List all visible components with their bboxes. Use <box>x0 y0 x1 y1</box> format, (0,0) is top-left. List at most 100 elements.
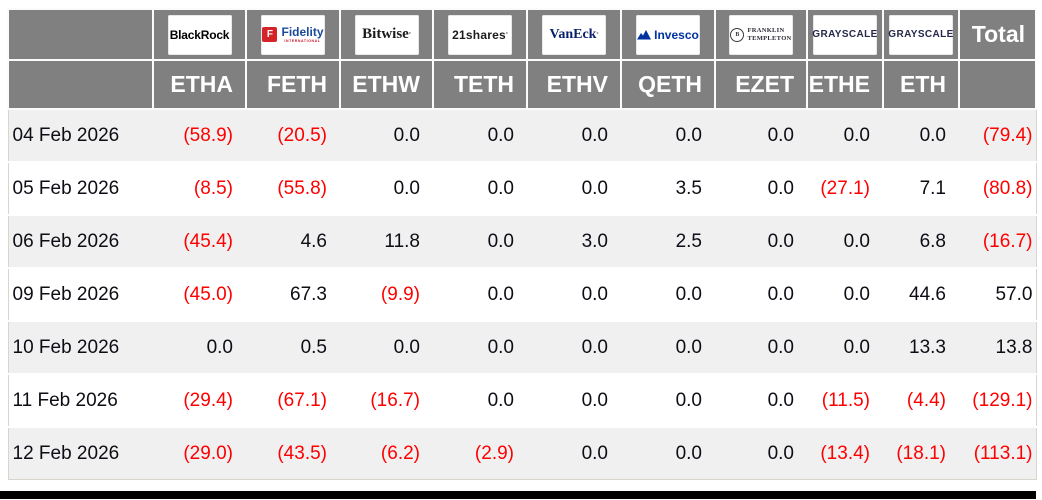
blackrock-logo: BlackRock <box>167 14 232 55</box>
vaneck-logo: VanEck ° <box>542 14 606 55</box>
ticker-qeth: QETH <box>620 59 716 110</box>
fidelity-logo-text: Fidelity <box>281 25 324 39</box>
21shares-logo: 21shares ° <box>448 14 512 55</box>
value-cell: (45.4) <box>153 214 246 268</box>
provider-fidelity: F Fidelity INTERNATIONAL <box>245 8 341 61</box>
value-cell: 6.8 <box>883 214 959 268</box>
value-cell: 0.0 <box>807 320 883 374</box>
ticker-ethe: ETHE <box>806 59 884 110</box>
ticker-teth: TETH <box>432 59 528 110</box>
value-cell: 0.0 <box>715 320 807 374</box>
value-cell: 0.0 <box>527 320 621 374</box>
value-cell: (43.5) <box>246 426 340 480</box>
value-cell: 0.0 <box>153 320 246 374</box>
value-cell: 0.0 <box>527 267 621 321</box>
franklin-logo-line2: TEMPLETON <box>747 34 792 42</box>
value-cell: 0.0 <box>340 161 433 215</box>
value-cell: 0.0 <box>527 426 621 480</box>
table-row: 09 Feb 2026 (45.0) 67.3 (9.9) 0.0 0.0 0.0 0.0 0.… <box>8 267 1036 321</box>
ticker-ezet: EZET <box>714 59 808 110</box>
ticker-ethv: ETHV <box>526 59 622 110</box>
invesco-logo-text: Invesco <box>654 27 699 42</box>
fidelity-logo: F Fidelity INTERNATIONAL <box>261 14 325 55</box>
value-cell: 0.0 <box>715 267 807 321</box>
value-cell: (55.8) <box>246 161 340 215</box>
total-cell: (113.1) <box>959 426 1036 480</box>
value-cell: 2.5 <box>621 214 715 268</box>
value-cell: 0.0 <box>433 320 527 374</box>
total-cell: (80.8) <box>959 161 1036 215</box>
value-cell: 0.0 <box>807 267 883 321</box>
corner-cell <box>7 8 154 61</box>
date-cell: 11 Feb 2026 <box>8 373 153 427</box>
bottom-black-bar <box>0 491 1036 499</box>
value-cell: (27.1) <box>807 161 883 215</box>
value-cell: 4.6 <box>246 214 340 268</box>
value-cell: (18.1) <box>883 426 959 480</box>
value-cell: (29.0) <box>153 426 246 480</box>
table-row: 04 Feb 2026 (58.9) (20.5) 0.0 0.0 0.0 0.0 0.0 0.… <box>8 108 1036 162</box>
value-cell: 0.0 <box>433 373 527 427</box>
fidelity-f-icon: F <box>262 27 278 42</box>
value-cell: 0.5 <box>246 320 340 374</box>
bitwise-logo-mark: ° <box>408 31 411 38</box>
value-cell: 3.0 <box>527 214 621 268</box>
value-cell: 0.0 <box>621 320 715 374</box>
total-cell: (79.4) <box>959 108 1036 162</box>
provider-grayscale-eth: GRAYSCALE <box>882 8 960 61</box>
provider-invesco: Invesco <box>620 8 716 61</box>
total-column-header: Total <box>958 8 1037 61</box>
value-cell: 0.0 <box>340 108 433 162</box>
value-cell: (9.9) <box>340 267 433 321</box>
value-cell: 0.0 <box>715 373 807 427</box>
total-ticker-spacer <box>958 59 1037 110</box>
provider-franklin-templeton: B FRANKLIN TEMPLETON <box>714 8 808 61</box>
table-header: BlackRock F Fidelity INTERNATIONAL <box>7 8 1037 110</box>
franklin-templeton-logo: B FRANKLIN TEMPLETON <box>729 14 793 55</box>
value-cell: 7.1 <box>883 161 959 215</box>
invesco-mountain-icon <box>637 29 652 39</box>
value-cell: (11.5) <box>807 373 883 427</box>
value-cell: (2.9) <box>433 426 527 480</box>
grayscale-logo-text: GRAYSCALE <box>888 29 954 40</box>
total-cell: (129.1) <box>959 373 1036 427</box>
ticker-row: ETHA FETH ETHW TETH ETHV QETH EZET ETHE … <box>7 59 1037 110</box>
value-cell: (67.1) <box>246 373 340 427</box>
vaneck-logo-mark: ° <box>596 31 599 38</box>
ticker-row-spacer <box>7 59 154 110</box>
ticker-feth: FETH <box>245 59 341 110</box>
value-cell: 0.0 <box>807 108 883 162</box>
value-cell: 0.0 <box>883 108 959 162</box>
etf-flows-table: BlackRock F Fidelity INTERNATIONAL <box>7 8 1037 480</box>
value-cell: 0.0 <box>807 214 883 268</box>
table-row: 05 Feb 2026 (8.5) (55.8) 0.0 0.0 0.0 3.5 0.0 (27… <box>8 161 1036 215</box>
value-cell: 44.6 <box>883 267 959 321</box>
value-cell: 0.0 <box>433 161 527 215</box>
value-cell: 0.0 <box>621 267 715 321</box>
value-cell: 0.0 <box>715 108 807 162</box>
value-cell: 0.0 <box>340 320 433 374</box>
value-cell: 13.3 <box>883 320 959 374</box>
total-cell: 57.0 <box>959 267 1036 321</box>
flows-table-body: 04 Feb 2026 (58.9) (20.5) 0.0 0.0 0.0 0.0 0.0 0.… <box>8 108 1036 480</box>
value-cell: 0.0 <box>621 426 715 480</box>
provider-vaneck: VanEck ° <box>526 8 622 61</box>
value-cell: (8.5) <box>153 161 246 215</box>
date-cell: 04 Feb 2026 <box>8 108 153 162</box>
table-row: 11 Feb 2026 (29.4) (67.1) (16.7) 0.0 0.0 0.0 0.… <box>8 373 1036 427</box>
provider-21shares: 21shares ° <box>432 8 528 61</box>
logo-row: BlackRock F Fidelity INTERNATIONAL <box>7 8 1037 61</box>
value-cell: 11.8 <box>340 214 433 268</box>
ticker-etha: ETHA <box>152 59 247 110</box>
value-cell: (58.9) <box>153 108 246 162</box>
date-cell: 05 Feb 2026 <box>8 161 153 215</box>
total-cell: (16.7) <box>959 214 1036 268</box>
value-cell: 0.0 <box>715 426 807 480</box>
21shares-logo-text: 21shares <box>452 27 506 42</box>
invesco-logo: Invesco <box>636 14 700 55</box>
total-cell: 13.8 <box>959 320 1036 374</box>
bitwise-logo: Bitwise ° <box>354 14 419 55</box>
date-cell: 10 Feb 2026 <box>8 320 153 374</box>
value-cell: 3.5 <box>621 161 715 215</box>
value-cell: (29.4) <box>153 373 246 427</box>
